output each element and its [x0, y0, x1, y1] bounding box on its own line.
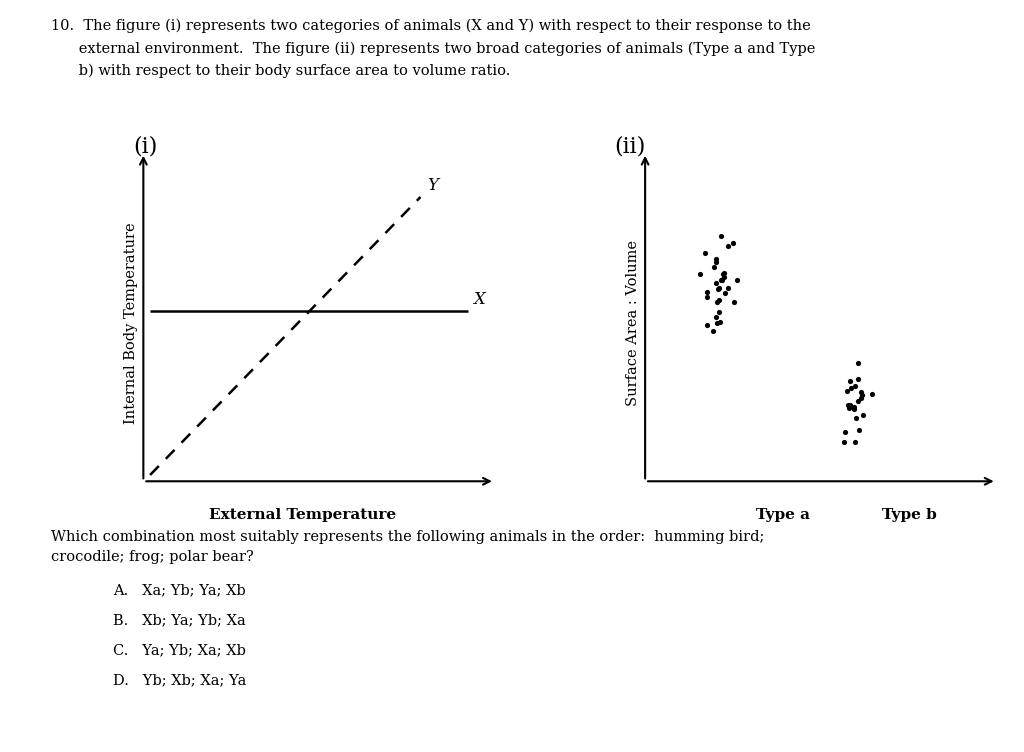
Point	[715, 268, 731, 280]
Point	[726, 296, 742, 308]
Point	[847, 380, 863, 392]
Point	[712, 316, 728, 328]
Point	[708, 277, 724, 290]
Point	[837, 426, 853, 438]
Point	[728, 274, 744, 286]
Point	[698, 291, 715, 303]
Point	[699, 320, 716, 332]
Point	[864, 388, 881, 400]
Text: external environment.  The figure (ii) represents two broad categories of animal: external environment. The figure (ii) re…	[51, 41, 815, 56]
Point	[710, 284, 726, 296]
Point	[848, 412, 864, 424]
Point	[843, 375, 859, 387]
Text: crocodile; frog; polar bear?: crocodile; frog; polar bear?	[51, 550, 254, 565]
Text: D.   Yb; Xb; Xa; Ya: D. Yb; Xb; Xa; Ya	[113, 673, 246, 687]
Point	[696, 247, 713, 259]
Text: Y: Y	[427, 177, 438, 194]
Point	[716, 271, 732, 283]
Point	[716, 267, 732, 279]
Text: X: X	[473, 290, 484, 308]
Text: B.   Xb; Ya; Yb; Xa: B. Xb; Ya; Yb; Xa	[113, 613, 246, 627]
Point	[708, 256, 724, 268]
Point	[836, 435, 852, 447]
Point	[850, 357, 866, 369]
Point	[840, 399, 856, 411]
Text: 10.  The figure (i) represents two categories of animals (X and Y) with respect : 10. The figure (i) represents two catego…	[51, 19, 811, 33]
Point	[709, 296, 725, 308]
Point	[849, 373, 865, 385]
Point	[847, 436, 863, 448]
Text: C.   Ya; Yb; Xa; Xb: C. Ya; Yb; Xa; Xb	[113, 643, 246, 657]
Point	[853, 393, 869, 405]
Point	[710, 317, 726, 329]
Point	[846, 401, 862, 413]
Point	[854, 390, 870, 402]
Text: Which combination most suitably represents the following animals in the order:  : Which combination most suitably represen…	[51, 530, 765, 544]
Point	[720, 281, 736, 293]
Text: (ii): (ii)	[614, 135, 646, 157]
Text: (i): (i)	[133, 135, 158, 157]
Point	[853, 386, 869, 398]
Point	[846, 402, 862, 414]
Point	[711, 282, 727, 294]
Point	[717, 287, 733, 299]
Point	[725, 237, 741, 249]
Point	[699, 287, 716, 299]
Point	[851, 424, 867, 436]
Y-axis label: Surface Area : Volume: Surface Area : Volume	[626, 241, 640, 406]
Point	[713, 230, 729, 242]
Point	[839, 385, 855, 397]
Point	[692, 268, 709, 280]
Y-axis label: Internal Body Temperature: Internal Body Temperature	[124, 223, 138, 424]
Point	[855, 409, 871, 421]
Point	[706, 261, 722, 273]
Text: Type a: Type a	[757, 508, 810, 522]
Text: b) with respect to their body surface area to volume ratio.: b) with respect to their body surface ar…	[51, 64, 511, 78]
Point	[843, 382, 859, 394]
Point	[842, 399, 858, 411]
Point	[714, 274, 730, 286]
Point	[712, 306, 728, 318]
Point	[708, 311, 724, 323]
Point	[705, 325, 721, 337]
Text: A.   Xa; Yb; Ya; Xb: A. Xa; Yb; Ya; Xb	[113, 583, 246, 597]
Text: External Temperature: External Temperature	[209, 508, 395, 522]
Point	[712, 294, 728, 306]
Point	[841, 402, 857, 414]
Point	[849, 396, 865, 408]
Text: Type b: Type b	[882, 508, 937, 522]
Point	[720, 241, 736, 253]
Point	[713, 274, 729, 287]
Point	[708, 253, 724, 265]
